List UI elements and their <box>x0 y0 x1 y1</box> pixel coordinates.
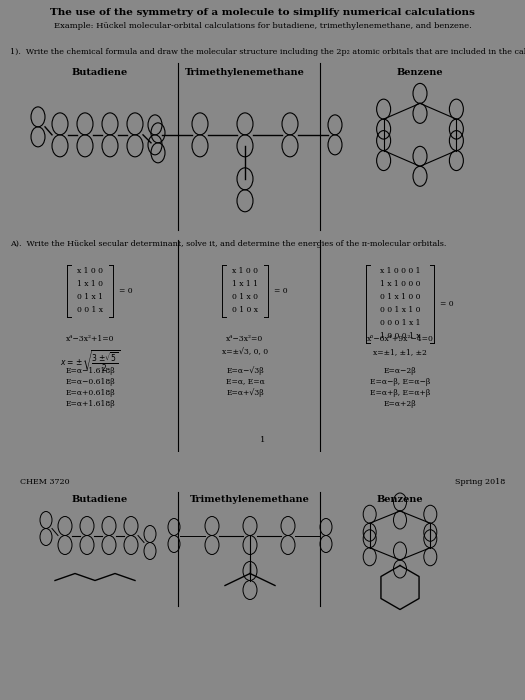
Text: 1: 1 <box>260 435 265 444</box>
Text: 0 0 0 1 x 1: 0 0 0 1 x 1 <box>380 319 420 327</box>
Text: 1 x 1 0: 1 x 1 0 <box>77 280 103 288</box>
Text: Trimethylenemethane: Trimethylenemethane <box>185 68 305 77</box>
Text: 0 0 1 x: 0 0 1 x <box>77 306 103 314</box>
Text: 0 1 0 x: 0 1 0 x <box>232 306 258 314</box>
Text: CHEM 3720: CHEM 3720 <box>20 477 70 486</box>
Text: = 0: = 0 <box>119 287 133 295</box>
Text: Butadiene: Butadiene <box>72 68 128 77</box>
Text: 1).  Write the chemical formula and draw the molecular structure including the 2: 1). Write the chemical formula and draw … <box>10 48 525 56</box>
Text: x⁴−3x²+1=0: x⁴−3x²+1=0 <box>66 335 114 342</box>
Text: Benzene: Benzene <box>377 496 423 505</box>
Text: = 0: = 0 <box>274 287 288 295</box>
Text: E=α+√3β: E=α+√3β <box>226 389 264 397</box>
Text: E=α+β, E=α+β: E=α+β, E=α+β <box>370 389 430 397</box>
Text: = 0: = 0 <box>440 300 454 308</box>
Text: 0 1 x 0: 0 1 x 0 <box>232 293 258 301</box>
Text: 1 x 1 1: 1 x 1 1 <box>232 280 258 288</box>
Text: x=±√3, 0, 0: x=±√3, 0, 0 <box>222 349 268 356</box>
Text: E=α−β, E=α−β: E=α−β, E=α−β <box>370 377 430 386</box>
Text: x 1 0 0: x 1 0 0 <box>77 267 103 275</box>
Text: x⁴−3x²=0: x⁴−3x²=0 <box>226 335 264 342</box>
Text: Trimethylenemethane: Trimethylenemethane <box>190 496 310 505</box>
Text: Benzene: Benzene <box>397 68 443 77</box>
Text: $x=\pm\!\sqrt{\dfrac{3\pm\!\sqrt{5}}{2}}$: $x=\pm\!\sqrt{\dfrac{3\pm\!\sqrt{5}}{2}}… <box>60 349 120 374</box>
Text: A).  Write the Hückel secular determinant, solve it, and determine the energies : A). Write the Hückel secular determinant… <box>10 239 446 248</box>
Text: E=α−2β: E=α−2β <box>384 367 416 374</box>
Text: 0 0 1 x 1 0: 0 0 1 x 1 0 <box>380 306 420 314</box>
Text: E=α+0.618β: E=α+0.618β <box>65 389 115 397</box>
Text: E=α−1.618β: E=α−1.618β <box>65 367 115 374</box>
Text: The use of the symmetry of a molecule to simplify numerical calculations: The use of the symmetry of a molecule to… <box>50 8 475 17</box>
Text: Spring 2018: Spring 2018 <box>455 477 505 486</box>
Text: E=α−0.618β: E=α−0.618β <box>65 377 115 386</box>
Text: E=α−√3β: E=α−√3β <box>226 367 264 375</box>
Text: x 1 0 0 0 1: x 1 0 0 0 1 <box>380 267 420 275</box>
Text: 0 1 x 1: 0 1 x 1 <box>77 293 103 301</box>
Text: 1 x 1 0 0 0: 1 x 1 0 0 0 <box>380 280 420 288</box>
Text: x=±1, ±1, ±2: x=±1, ±1, ±2 <box>373 349 427 356</box>
Text: x⁶−6x⁴+9x²−4=0: x⁶−6x⁴+9x²−4=0 <box>366 335 434 342</box>
Text: E=α+2β: E=α+2β <box>384 400 416 407</box>
Text: E=α+1.618β: E=α+1.618β <box>65 400 115 407</box>
Text: 1 0 0 0 1 x: 1 0 0 0 1 x <box>380 332 420 340</box>
Text: Butadiene: Butadiene <box>72 496 128 505</box>
Text: 0 1 x 1 0 0: 0 1 x 1 0 0 <box>380 293 420 301</box>
Text: x 1 0 0: x 1 0 0 <box>232 267 258 275</box>
Text: Example: Hückel molecular-orbital calculations for butadiene, trimethylenemethan: Example: Hückel molecular-orbital calcul… <box>54 22 471 30</box>
Text: E=α, E=α: E=α, E=α <box>226 377 265 386</box>
